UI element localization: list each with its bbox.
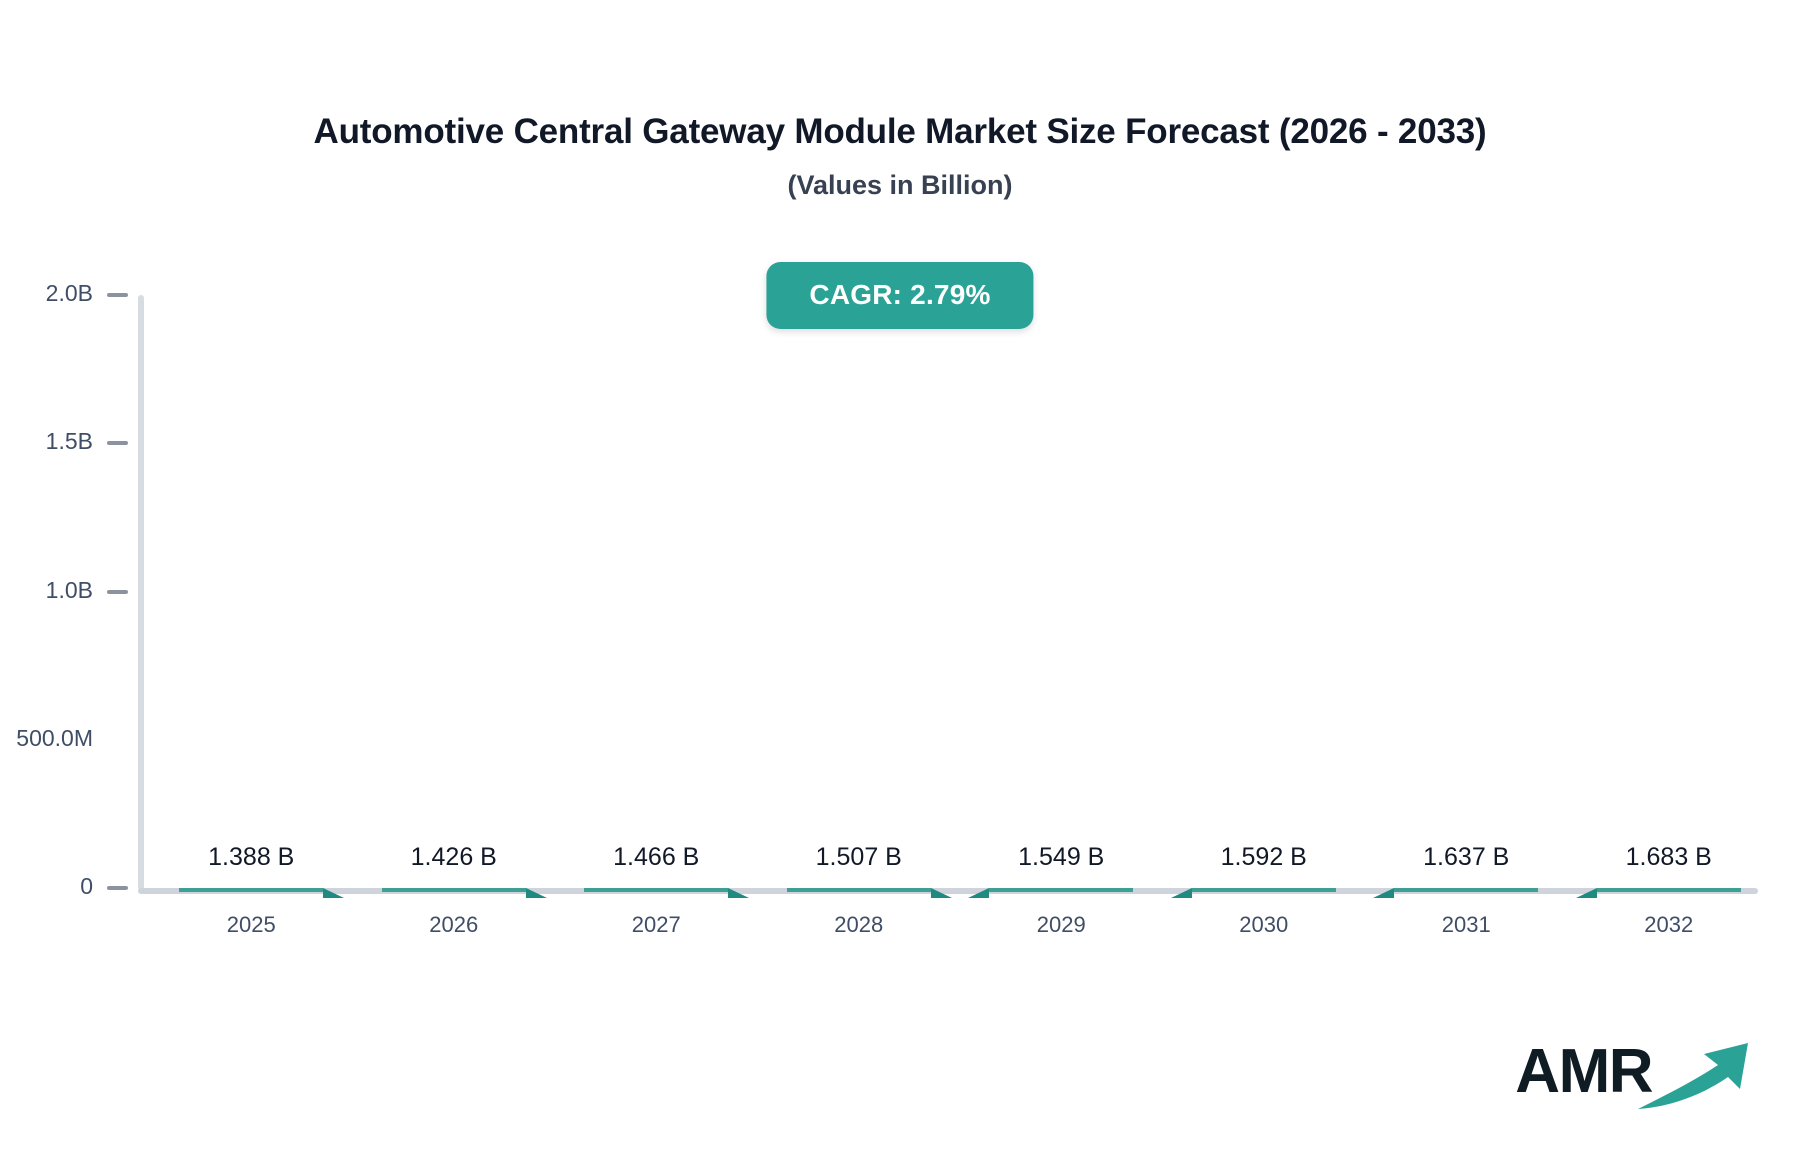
plot-area: 2.0B 1.5B 1.0B 500.0M 0 1.388 B 1.426 B 1.466 … [16,280,1758,937]
bar-side-cap [1170,887,1192,898]
bar-value-label: 1.466 B [613,843,700,871]
y-tick-label: 1.5B [45,428,93,455]
chart-subtitle: (Values in Billion) [787,170,1013,200]
x-tick-label: 2031 [1441,912,1491,937]
x-tick-label: 2026 [429,912,479,937]
x-tick-label: 2032 [1644,912,1694,937]
y-tick-mark [107,293,128,297]
bar-value-label: 1.637 B [1423,843,1510,871]
bar-top-edge [989,888,1134,892]
bar-side-cap [930,887,952,898]
y-tick-label: 500.0M [16,724,93,751]
bar-side-cap [323,887,345,898]
bar-value-label: 1.388 B [208,843,295,871]
cagr-badge: CAGR: 2.79% [766,262,1034,329]
x-tick-label: 2029 [1036,912,1086,937]
y-tick-label: 0 [80,873,93,899]
y-tick-mark [107,886,128,890]
y-tick-mark [107,589,128,594]
bar-value-label: 1.426 B [410,843,497,871]
x-tick-label: 2030 [1239,912,1289,937]
bar-side-cap [1373,887,1395,898]
y-axis-line [138,295,144,890]
bar-value-label: 1.549 B [1018,843,1105,871]
bar-value-label: 1.592 B [1220,843,1307,871]
bar-value-label: 1.683 B [1625,843,1712,871]
bar-side-cap [968,887,990,898]
bar-top-edge [1394,888,1539,892]
bar-top-edge [1191,888,1336,892]
bar-top-edge [179,888,324,892]
y-tick-mark [107,441,128,446]
bar-top-edge [584,888,729,892]
chart-title: Automotive Central Gateway Module Market… [313,112,1487,151]
x-tick-label: 2027 [631,912,681,937]
bar-top-edge [1596,888,1741,892]
arrow-up-right-icon [1636,1037,1754,1120]
amr-logo-text: AMR [1515,1036,1653,1106]
bar-side-cap [1575,887,1597,898]
x-tick-label: 2025 [226,912,276,937]
x-tick-label: 2028 [834,912,884,937]
y-tick-label: 1.0B [45,576,93,603]
bar-side-cap [728,887,750,898]
bar-side-cap [525,887,547,898]
amr-logo: AMR [1515,1023,1754,1120]
bar-top-edge [786,888,931,892]
bar-top-edge [381,888,526,892]
bar-value-label: 1.507 B [815,843,902,871]
y-tick-label: 2.0B [45,280,93,306]
